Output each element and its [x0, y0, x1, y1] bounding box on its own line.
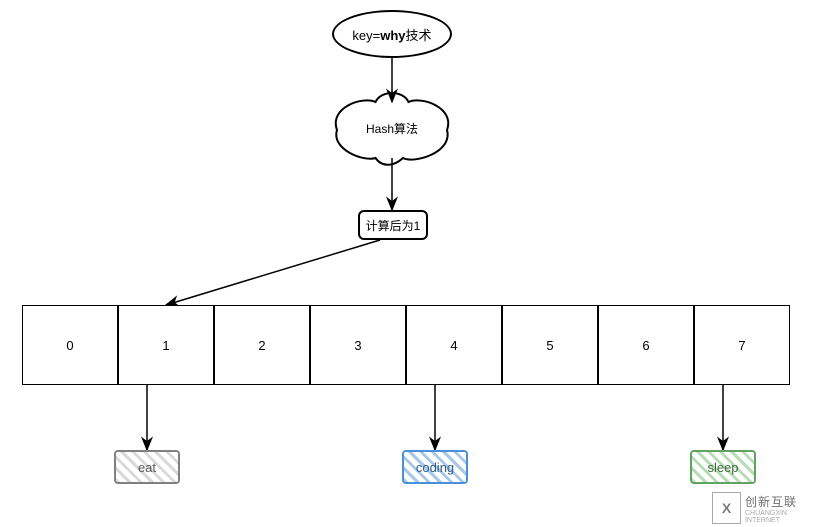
result-box-node: 计算后为1	[358, 210, 428, 240]
array-cell-label: 0	[66, 338, 73, 353]
array-cell: 3	[310, 305, 406, 385]
hash-cloud: Hash算法	[336, 93, 448, 165]
arrow	[166, 240, 380, 305]
key-label: key=why技术	[352, 25, 431, 44]
array-cell: 4	[406, 305, 502, 385]
bucket-box: sleep	[690, 450, 756, 484]
array-cell: 5	[502, 305, 598, 385]
bucket-label: coding	[416, 460, 454, 475]
bucket-label: sleep	[707, 460, 738, 475]
array-cell-label: 5	[546, 338, 553, 353]
watermark-logo: X	[712, 492, 741, 524]
array-cell-label: 1	[162, 338, 169, 353]
key-ellipse-node: key=why技术	[332, 10, 452, 58]
svg-text:Hash算法: Hash算法	[366, 121, 418, 136]
array-cell-label: 2	[258, 338, 265, 353]
bucket-box: eat	[114, 450, 180, 484]
array-cell-label: 4	[450, 338, 457, 353]
array-cell: 1	[118, 305, 214, 385]
watermark: X 创新互联 CHUANGXIN INTERNET	[712, 492, 816, 524]
array-cell-label: 7	[738, 338, 745, 353]
array-cell-label: 3	[354, 338, 361, 353]
watermark-text: 创新互联 CHUANGXIN INTERNET	[745, 493, 816, 524]
array-cell: 2	[214, 305, 310, 385]
array-cell: 6	[598, 305, 694, 385]
result-label: 计算后为1	[366, 217, 421, 234]
diagram-svg-layer: Hash算法	[0, 0, 816, 527]
bucket-label: eat	[138, 460, 156, 475]
array-cell: 0	[22, 305, 118, 385]
array-cell-label: 6	[642, 338, 649, 353]
bucket-box: coding	[402, 450, 468, 484]
array-cell: 7	[694, 305, 790, 385]
